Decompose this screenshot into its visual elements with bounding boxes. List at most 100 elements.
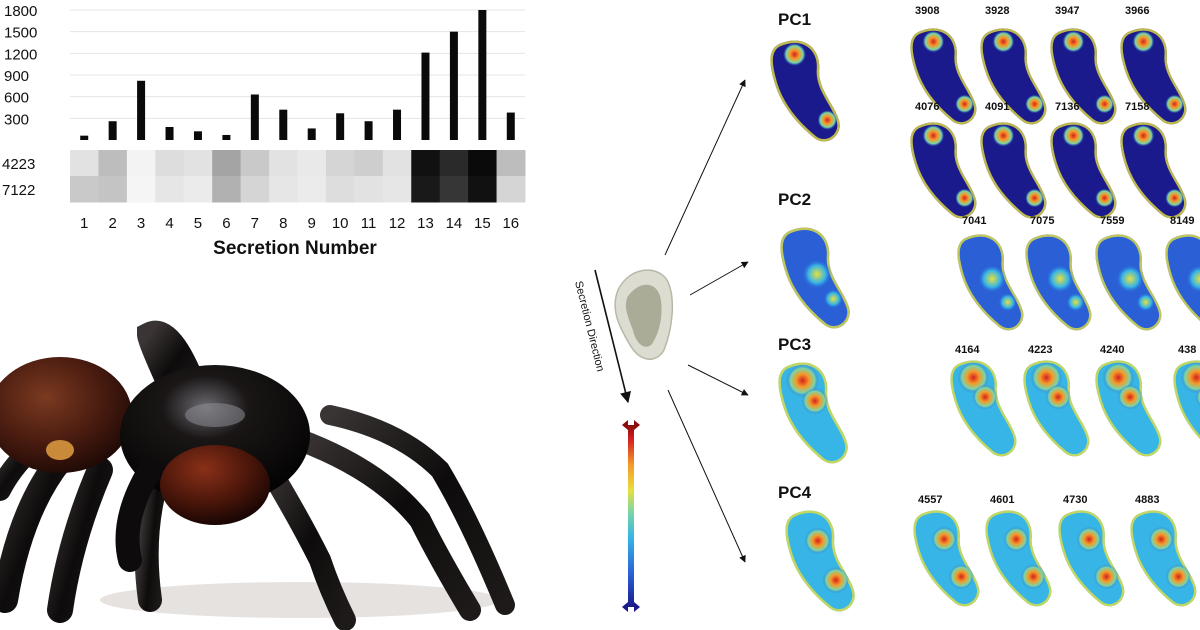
ion-image bbox=[957, 234, 1024, 331]
ion-image bbox=[1095, 360, 1162, 457]
mz-label: 3947 bbox=[1055, 5, 1079, 17]
mz-label: 4730 bbox=[1063, 494, 1087, 506]
x-tick-label: 12 bbox=[389, 215, 406, 232]
ion-image bbox=[1050, 28, 1117, 125]
mz-label: 4883 bbox=[1135, 494, 1159, 506]
bar bbox=[336, 113, 345, 140]
mz-label: 4076 bbox=[915, 101, 939, 113]
mz-label: 7136 bbox=[1055, 101, 1079, 113]
heatmap-cell bbox=[468, 176, 498, 203]
bar bbox=[250, 94, 259, 140]
mz-label: 4557 bbox=[918, 494, 942, 506]
bar bbox=[222, 134, 231, 140]
arrow-pc4 bbox=[667, 389, 746, 563]
x-tick-label: 14 bbox=[446, 215, 463, 232]
bar bbox=[364, 121, 373, 140]
heatmap-row-label: 4223 bbox=[2, 156, 35, 173]
bar bbox=[393, 109, 402, 140]
mz-label: 4601 bbox=[990, 494, 1014, 506]
heatmap-cell bbox=[183, 176, 213, 203]
heatmap-cell bbox=[98, 176, 128, 203]
x-tick-label: 2 bbox=[108, 215, 116, 232]
ion-image bbox=[770, 40, 839, 142]
x-tick-label: 11 bbox=[361, 215, 377, 232]
component-label: PC1 bbox=[778, 10, 811, 29]
color-scale-bar bbox=[628, 425, 634, 607]
chart-gridlines bbox=[70, 9, 525, 119]
spider-shadow bbox=[100, 582, 500, 618]
heatmap-cell bbox=[297, 150, 327, 177]
x-tick-label: 16 bbox=[502, 215, 519, 232]
y-tick-labels: 1800 1500 1200 900 600 300 bbox=[4, 3, 37, 128]
heatmap-cell bbox=[240, 150, 270, 177]
arrow-pc1 bbox=[664, 79, 746, 256]
bar bbox=[449, 31, 458, 141]
heatmap-cell bbox=[439, 176, 469, 203]
ion-image bbox=[980, 122, 1047, 219]
spider-abdomen bbox=[0, 357, 132, 473]
tissue-section bbox=[614, 269, 674, 360]
x-tick-label: 10 bbox=[332, 215, 349, 232]
heatmap-cell bbox=[155, 176, 185, 203]
bar bbox=[421, 52, 430, 140]
x-tick-label: 1 bbox=[80, 215, 88, 232]
bar bbox=[108, 121, 117, 140]
heatmap-cell bbox=[126, 176, 156, 203]
ion-image bbox=[950, 360, 1017, 457]
ion-image bbox=[1165, 234, 1200, 331]
color-scale-max-marker bbox=[622, 420, 640, 430]
ion-image bbox=[910, 28, 977, 125]
component-label: PC3 bbox=[778, 335, 811, 354]
bar bbox=[478, 10, 487, 140]
x-tick-label: 3 bbox=[137, 215, 145, 232]
heatmap-cell bbox=[183, 150, 213, 177]
y-tick-label: 1800 bbox=[4, 3, 37, 20]
component-label: PC4 bbox=[778, 483, 812, 502]
mz-label: 3908 bbox=[915, 5, 939, 17]
heatmap-cell bbox=[126, 150, 156, 177]
heatmap-cell bbox=[468, 150, 498, 177]
heatmap-cell bbox=[297, 176, 327, 203]
heatmap-cell bbox=[269, 150, 298, 177]
ion-image bbox=[1120, 122, 1187, 219]
y-tick-label: 1500 bbox=[4, 25, 37, 42]
y-tick-label: 1200 bbox=[4, 46, 37, 63]
bar bbox=[137, 80, 146, 140]
x-tick-label: 13 bbox=[417, 215, 434, 232]
bar bbox=[193, 131, 202, 140]
mz-label: 4240 bbox=[1100, 344, 1124, 356]
arrow-pc3 bbox=[687, 364, 749, 396]
heatmap-cell bbox=[325, 150, 355, 177]
ion-image bbox=[1025, 234, 1092, 331]
mz-label: 8149 bbox=[1170, 215, 1194, 227]
heatmap-cell bbox=[269, 176, 298, 203]
bar bbox=[80, 135, 89, 140]
ion-image bbox=[1058, 510, 1125, 607]
component-label: PC2 bbox=[778, 190, 811, 209]
spider-pedipalp bbox=[115, 458, 162, 572]
mz-label: 438 bbox=[1178, 344, 1196, 356]
mz-label: 4164 bbox=[955, 344, 980, 356]
spider-highlight bbox=[185, 403, 245, 427]
spider-photo bbox=[0, 320, 515, 630]
heatmap-row-label: 7122 bbox=[2, 182, 35, 199]
heatmap-cell bbox=[240, 176, 270, 203]
heatmap-cell bbox=[496, 150, 526, 177]
ion-image bbox=[780, 228, 849, 329]
heatmap-cell bbox=[382, 176, 412, 203]
heatmap bbox=[70, 150, 526, 203]
ion-image bbox=[1023, 360, 1090, 457]
bar bbox=[307, 128, 316, 140]
x-tick-label: 6 bbox=[222, 215, 230, 232]
heatmap-cell bbox=[212, 176, 242, 203]
component-pc3: PC3 4164 4223 4240 438 bbox=[778, 335, 1200, 464]
bar bbox=[506, 112, 515, 140]
ion-image bbox=[1095, 234, 1162, 331]
bar-series bbox=[80, 10, 515, 141]
ion-image bbox=[910, 122, 977, 219]
mz-label: 7075 bbox=[1030, 215, 1054, 227]
heatmap-cell bbox=[155, 150, 185, 177]
x-tick-label: 8 bbox=[279, 215, 287, 232]
x-tick-labels: 1 2 3 4 5 6 7 8 9 10 11 12 13 14 15 16 bbox=[80, 215, 519, 232]
